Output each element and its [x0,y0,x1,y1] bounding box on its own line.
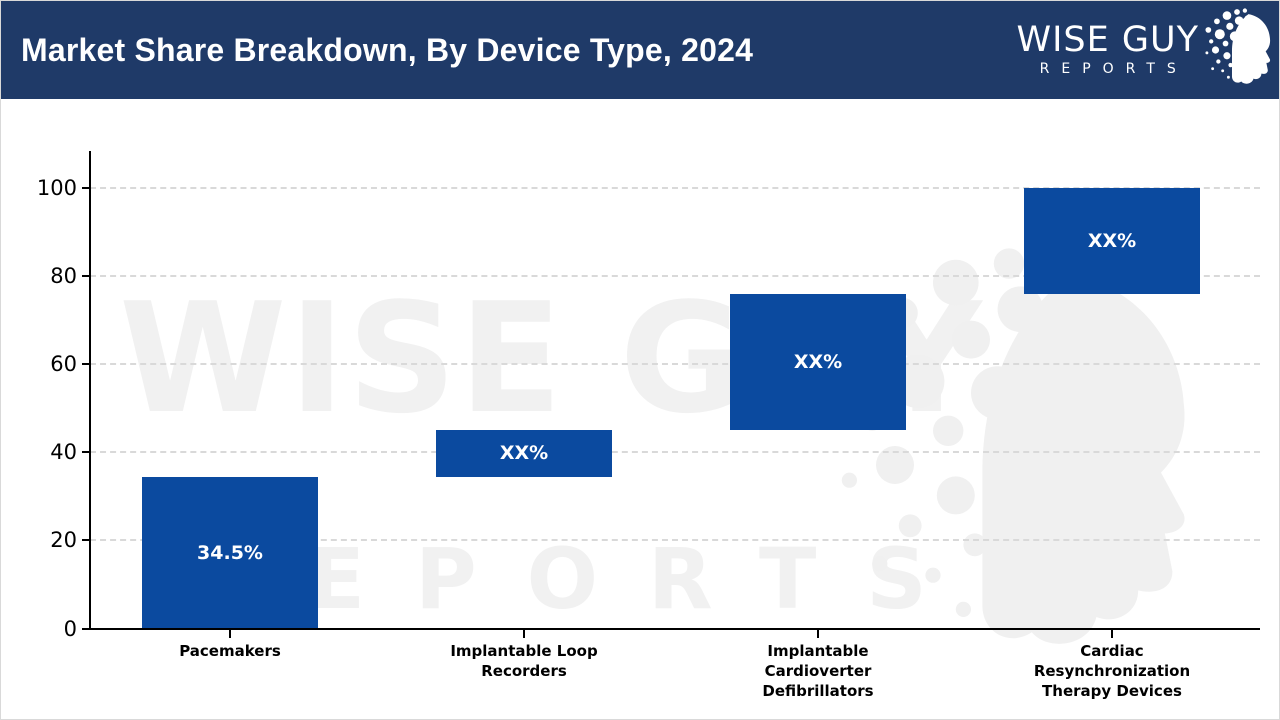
gridline [90,275,1260,278]
gridline [90,363,1260,366]
x-axis-tick [1111,629,1113,638]
y-axis-tick [82,187,90,189]
y-axis-line [89,151,91,630]
dotted-head-profile-icon [1205,8,1271,84]
bar-value-label: 34.5% [197,541,263,564]
y-axis-tick-label: 20 [50,528,77,553]
brand-wordmark-line2: REPORTS [1039,61,1188,77]
brand-wordmark-line1: WISE GUY [1016,20,1199,60]
x-category-label: Pacemakers [179,641,281,660]
y-axis-tick [82,539,90,542]
bar-segment: XX% [730,293,906,431]
bar-segment: 34.5% [142,476,318,629]
x-axis-tick [817,629,819,638]
brand-logo: WISE GUY REPORTS [1016,1,1273,99]
bar-value-label: XX% [793,350,843,373]
y-axis-tick [82,275,90,278]
y-axis-tick-label: 0 [63,616,77,641]
y-axis-tick [82,451,90,454]
gridline [90,451,1260,454]
bar-segment: XX% [1024,188,1200,294]
x-axis-tick [523,629,525,638]
bar-value-label: XX% [499,442,549,465]
x-category-label: Implantable Cardioverter Defibrillators [762,641,874,700]
x-axis-line [86,627,1260,630]
x-category-label: Cardiac Resynchronization Therapy Device… [1033,641,1191,700]
bar-segment: XX% [436,430,612,477]
bar-value-label: XX% [1087,229,1137,252]
y-axis-tick [82,363,90,366]
x-axis-tick [229,629,231,638]
gridline [90,187,1260,189]
page-title: Market Share Breakdown, By Device Type, … [21,31,754,68]
x-category-label: Implantable Loop Recorders [450,641,598,680]
y-axis-tick-label: 40 [50,440,77,465]
gridline [90,539,1260,542]
y-axis-tick-label: 60 [50,352,77,377]
y-axis-tick-label: 80 [50,264,77,289]
header-bar: Market Share Breakdown, By Device Type, … [1,1,1279,99]
brand-wordmark: WISE GUY REPORTS [1016,22,1199,78]
y-axis-tick-label: 100 [36,176,77,200]
